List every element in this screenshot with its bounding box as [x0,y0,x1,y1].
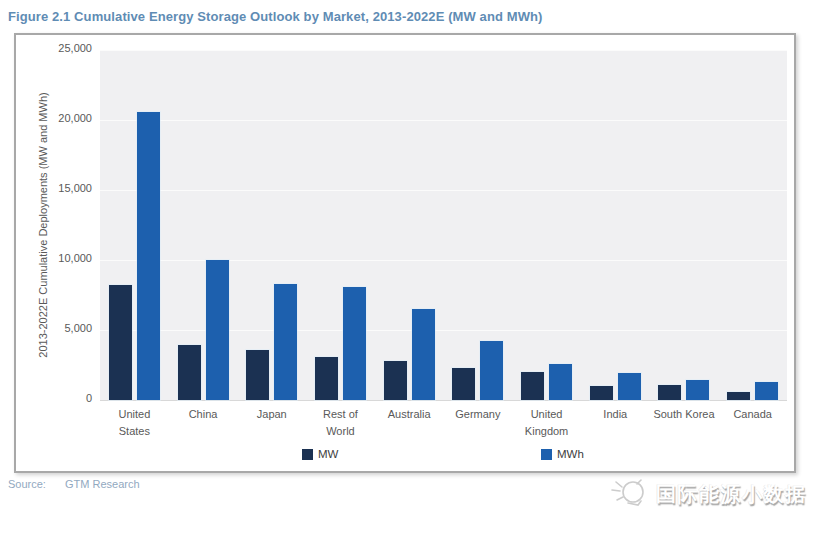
bar-mw-united-kingdom [521,372,544,400]
chart-frame: 2013-2022E Cumulative Deployments (MW an… [14,33,796,473]
y-tick-label: 10,000 [16,252,92,264]
bar-mw-japan [246,350,269,400]
x-axis-labels: United StatesChinaJapanRest of WorldAust… [100,406,787,440]
figure-title: Figure 2.1 Cumulative Energy Storage Out… [8,9,543,24]
legend-item-mwh: MWh [541,448,584,460]
bar-group-canada [718,382,787,400]
bar-mwh-china [206,260,229,400]
bar-mw-india [590,386,613,400]
bar-mw-south-korea [658,385,681,400]
y-tick-label: 20,000 [16,112,92,124]
source-row: Source:GTM Research [8,478,140,490]
x-category-label-japan: Japan [237,406,306,440]
bar-mwh-south-korea [686,380,709,400]
bar-group-germany [444,341,513,400]
bar-group-united-states [100,112,169,400]
bar-group-china [169,260,238,400]
bar-group-japan [237,284,306,400]
bar-mwh-germany [480,341,503,400]
y-axis-title: 2013-2022E Cumulative Deployments (MW an… [37,92,49,357]
bar-mwh-united-kingdom [549,364,572,400]
y-tick-label: 15,000 [16,182,92,194]
legend-label-mwh: MWh [557,448,584,460]
source-label: Source: [8,478,65,490]
x-category-label-india: India [581,406,650,440]
bar-mwh-india [618,373,641,400]
bar-mw-australia [384,361,407,400]
bar-mwh-united-states [137,112,160,400]
x-category-label-south-korea: South Korea [650,406,719,440]
watermark-text: 国际能源小数据 [656,481,807,508]
bar-group-india [581,373,650,400]
lightbulb-sketch-icon [608,474,652,514]
bar-mw-china [178,345,201,400]
bar-groups [100,50,787,400]
bar-group-australia [375,309,444,400]
bar-mwh-canada [755,382,778,400]
x-category-label-canada: Canada [718,406,787,440]
y-tick-label: 0 [16,392,92,404]
legend-item-mw: MW [302,448,338,460]
x-category-label-germany: Germany [444,406,513,440]
x-category-label-china: China [169,406,238,440]
legend-label-mw: MW [318,448,338,460]
bar-mwh-australia [412,309,435,400]
y-tick-label: 25,000 [16,42,92,54]
bar-mw-rest-of-world [315,357,338,400]
legend-swatch-mwh [541,449,552,460]
bar-group-rest-of-world [306,287,375,400]
bar-group-south-korea [650,380,719,400]
x-category-label-united-states: United States [100,406,169,440]
bar-mwh-rest-of-world [343,287,366,400]
y-tick-label: 5,000 [16,322,92,334]
bar-mw-canada [727,392,750,400]
watermark: 国际能源小数据 [608,474,807,514]
bar-mw-germany [452,368,475,400]
source-value: GTM Research [65,478,140,490]
x-category-label-united-kingdom: United Kingdom [512,406,581,440]
x-category-label-australia: Australia [375,406,444,440]
x-category-label-rest-of-world: Rest of World [306,406,375,440]
bar-mw-united-states [109,285,132,400]
bar-group-united-kingdom [512,364,581,400]
bar-mwh-japan [274,284,297,400]
plot-area [100,50,787,401]
legend-swatch-mw [302,449,313,460]
